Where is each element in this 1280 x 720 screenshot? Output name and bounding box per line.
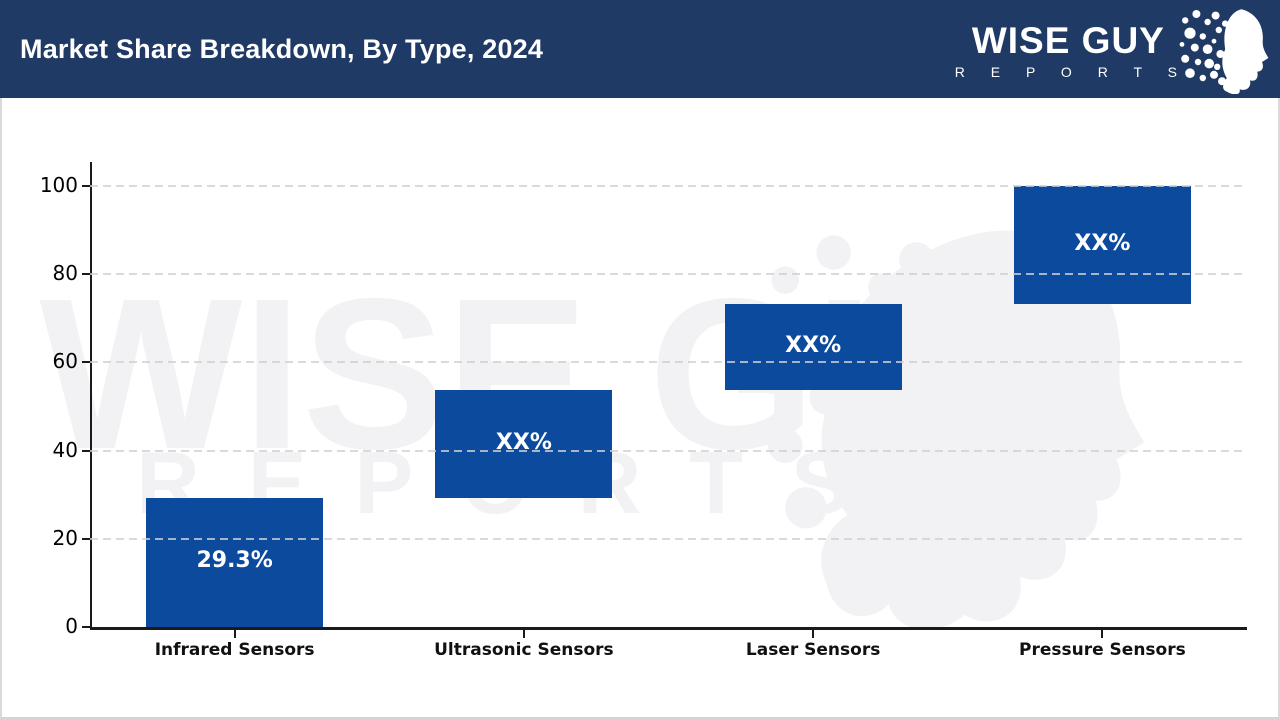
- bar-value-label: XX%: [1074, 231, 1131, 257]
- bar-value-label: XX%: [495, 429, 552, 455]
- x-tick-label: Infrared Sensors: [154, 640, 315, 660]
- gridline: [90, 449, 1247, 452]
- y-tick-label: 60: [52, 349, 78, 374]
- bar-value-label: 29.3%: [196, 548, 273, 574]
- x-tick-mark: [522, 630, 525, 638]
- y-tick-label: 40: [52, 437, 78, 462]
- brand-face-icon: [1179, 9, 1269, 94]
- chart-title: Market Share Breakdown, By Type, 2024: [20, 33, 544, 64]
- x-tick-label: Laser Sensors: [745, 640, 881, 660]
- header-bar: Market Share Breakdown, By Type, 2024 WI…: [0, 0, 1280, 98]
- y-tick-label: 0: [65, 614, 78, 638]
- y-tick-mark: [82, 273, 90, 276]
- x-tick-label: Ultrasonic Sensors: [434, 640, 614, 660]
- brand-logo: WISE GUY R E P O R T S: [949, 6, 1270, 94]
- brand-logo-text: WISE GUY R E P O R T S: [949, 20, 1188, 80]
- brand-name: WISE GUY: [971, 20, 1165, 61]
- plot: 0 20 40 60 80 100 29.3% Infrared Sensors XX% Ultr…: [2, 98, 1278, 717]
- y-axis-line: [90, 162, 92, 630]
- y-tick-label: 20: [52, 525, 78, 550]
- x-axis-line: [90, 627, 1247, 630]
- bar: [435, 390, 613, 498]
- gridline: [90, 273, 1247, 276]
- y-tick-mark: [82, 449, 90, 452]
- bar: [146, 497, 324, 627]
- y-tick-mark: [82, 537, 90, 540]
- gridline: [90, 537, 1247, 540]
- x-tick-mark: [812, 630, 815, 638]
- y-tick-mark: [82, 626, 90, 628]
- y-tick-label: 100: [39, 173, 78, 197]
- x-tick-mark: [1101, 630, 1104, 638]
- brand-subtitle: R E P O R T S: [954, 64, 1188, 80]
- y-tick-mark: [82, 361, 90, 364]
- gridline: [90, 185, 1247, 187]
- x-tick-mark: [233, 630, 236, 638]
- x-tick-label: Pressure Sensors: [1019, 640, 1186, 660]
- y-tick-mark: [82, 185, 90, 187]
- bar-value-label: XX%: [785, 333, 842, 359]
- y-tick-label: 80: [52, 261, 78, 286]
- gridline: [90, 361, 1247, 364]
